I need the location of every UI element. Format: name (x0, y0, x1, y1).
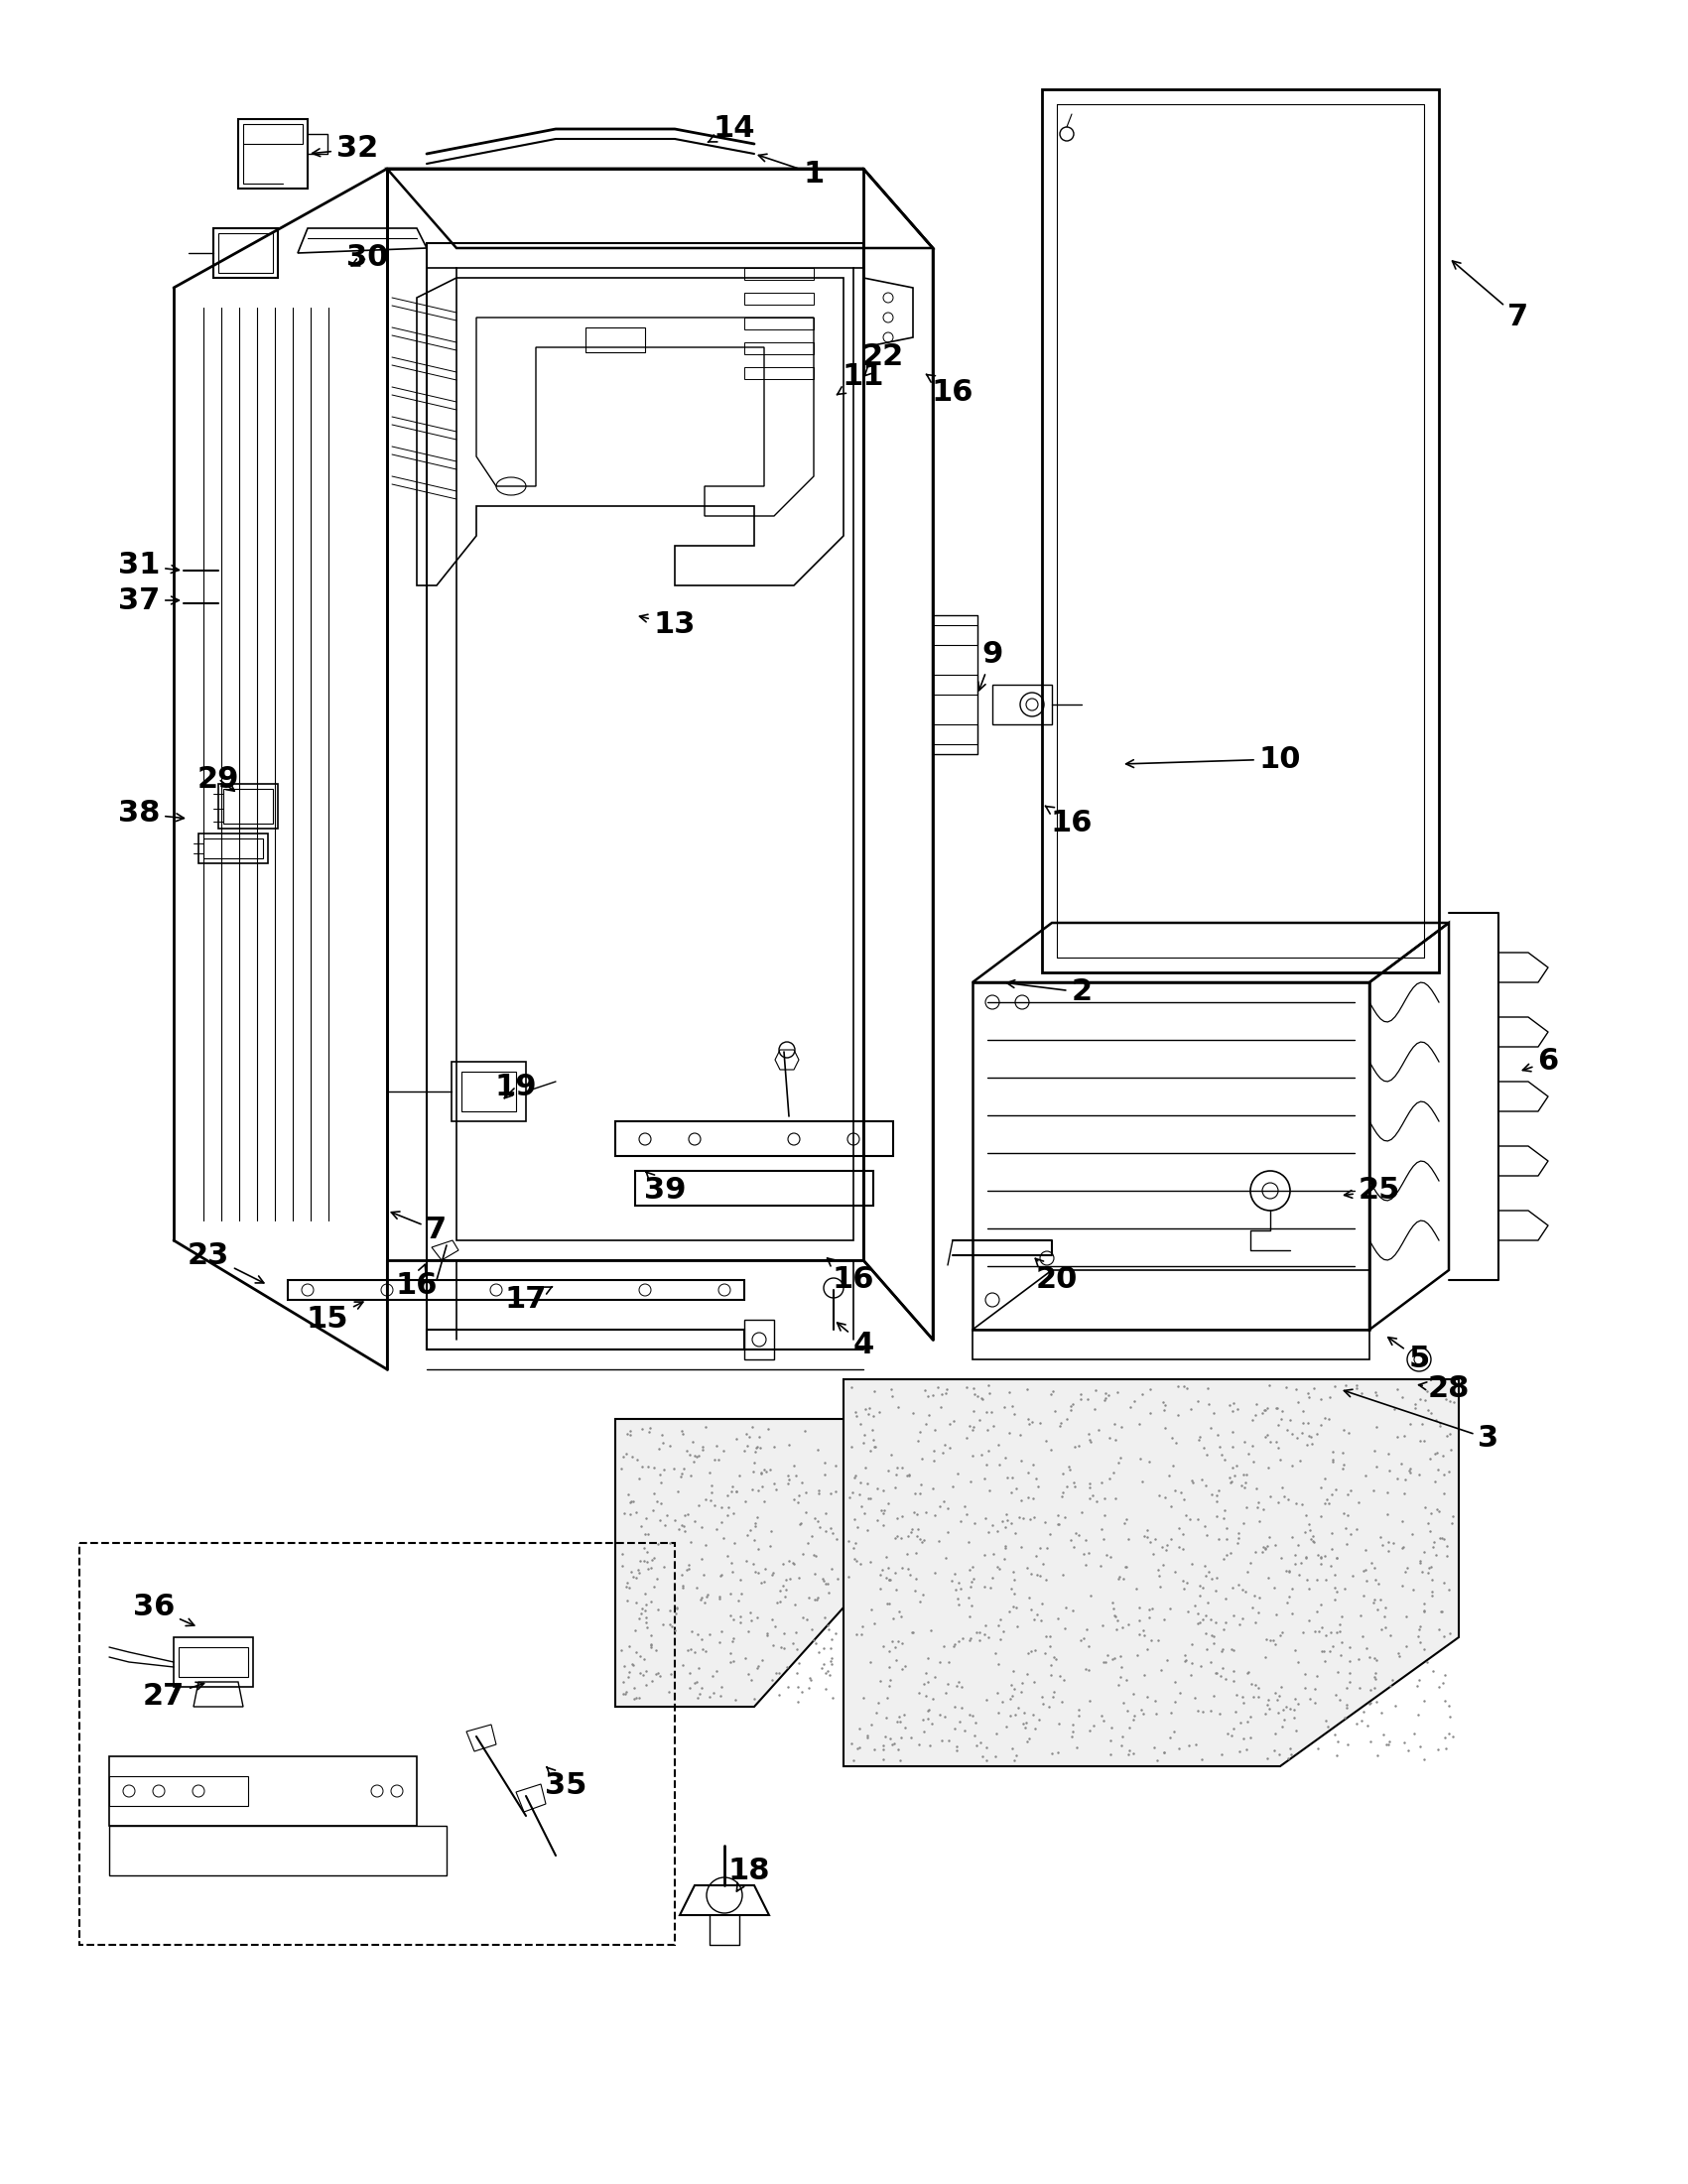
Text: 13: 13 (640, 612, 695, 640)
Text: 18: 18 (728, 1856, 770, 1891)
Text: 3: 3 (1344, 1389, 1499, 1452)
Text: 20: 20 (1035, 1258, 1079, 1295)
Text: 9: 9 (977, 640, 1003, 690)
Text: 16: 16 (927, 373, 974, 406)
Text: 30: 30 (346, 245, 388, 273)
Text: 4: 4 (837, 1324, 874, 1358)
Text: 31: 31 (118, 550, 179, 581)
Text: 29: 29 (197, 764, 240, 793)
Text: 32: 32 (312, 135, 378, 164)
Polygon shape (614, 1420, 844, 1706)
Text: 15: 15 (307, 1302, 363, 1334)
Text: 39: 39 (643, 1171, 685, 1206)
Text: 16: 16 (827, 1258, 874, 1295)
Text: 7: 7 (1452, 260, 1529, 332)
Text: 1: 1 (758, 155, 824, 188)
Text: 10: 10 (1126, 745, 1301, 773)
Text: 16: 16 (395, 1265, 437, 1299)
Text: 6: 6 (1523, 1048, 1558, 1077)
Text: 2: 2 (1006, 978, 1092, 1007)
Text: 36: 36 (133, 1592, 194, 1625)
Text: 14: 14 (707, 114, 756, 144)
Text: 7: 7 (392, 1212, 447, 1245)
Text: 22: 22 (863, 343, 905, 376)
Text: 16: 16 (1045, 806, 1092, 839)
Polygon shape (844, 1380, 1458, 1767)
Text: 19: 19 (495, 1072, 537, 1101)
Text: 25: 25 (1344, 1177, 1401, 1206)
Text: 23: 23 (187, 1241, 263, 1282)
Text: 28: 28 (1418, 1374, 1470, 1404)
Text: 37: 37 (118, 585, 179, 614)
Text: 11: 11 (837, 363, 885, 395)
Text: 27: 27 (143, 1682, 204, 1712)
Text: 17: 17 (505, 1286, 552, 1315)
Text: 38: 38 (118, 799, 184, 828)
Text: 5: 5 (1388, 1337, 1430, 1374)
Text: 35: 35 (545, 1767, 587, 1800)
